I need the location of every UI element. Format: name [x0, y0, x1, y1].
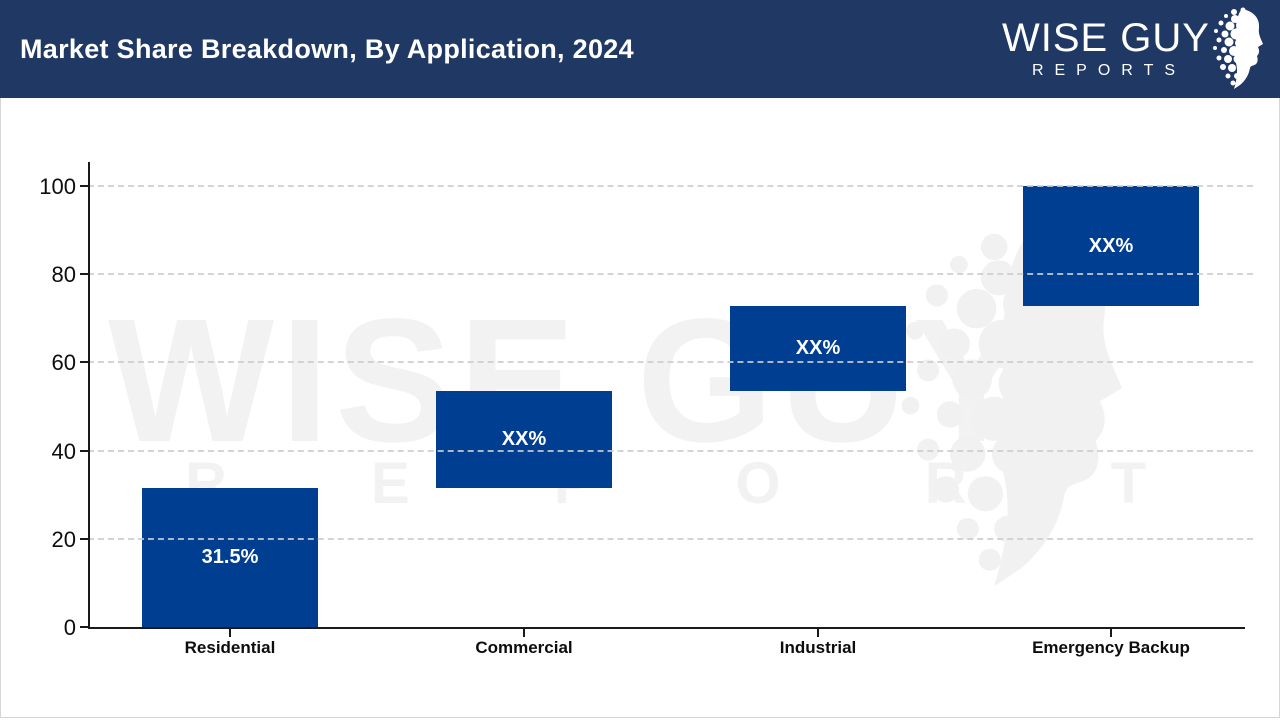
y-axis-label-100: 100 — [39, 174, 76, 199]
gridline-60 — [88, 361, 1253, 364]
x-axis-label-residential: Residential — [184, 638, 276, 657]
bar-residential: 31.5% — [142, 488, 318, 627]
x-tick-mark — [817, 629, 819, 637]
bar-value-label: 31.5% — [201, 546, 259, 569]
gridline-100 — [88, 185, 1253, 187]
gridline-40 — [88, 449, 1253, 452]
x-axis-label-commercial: Commercial — [475, 638, 573, 657]
y-axis-label-20: 20 — [51, 526, 76, 552]
bar-value-label: XX% — [501, 428, 547, 451]
y-tick-mark-80 — [80, 273, 88, 276]
x-tick-mark — [1110, 629, 1112, 637]
bar-value-label: XX% — [795, 337, 841, 360]
y-tick-mark-40 — [80, 449, 88, 452]
brand-face-icon — [1213, 7, 1263, 89]
y-tick-mark-100 — [80, 185, 88, 187]
y-axis-label-0: 0 — [63, 615, 76, 640]
y-axis-label-60: 60 — [51, 350, 76, 376]
gridline-20 — [88, 537, 1253, 540]
chart-title: Market Share Breakdown, By Application, … — [20, 33, 634, 64]
header-bar: Market Share Breakdown, By Application, … — [0, 0, 1280, 98]
bar-industrial: XX% — [730, 306, 906, 392]
x-tick-mark — [229, 629, 231, 637]
brand-logo: WISE GUY REPORTS — [1002, 7, 1280, 91]
x-tick-mark — [523, 629, 525, 637]
brand-name: WISE GUY — [1001, 16, 1210, 60]
x-axis-label-industrial: Industrial — [779, 638, 857, 657]
bar-emergency-backup: XX% — [1023, 186, 1199, 307]
x-axis-line — [88, 627, 1245, 629]
y-axis-label-80: 80 — [51, 262, 76, 288]
bar-commercial: XX% — [436, 391, 612, 489]
y-tick-mark-60 — [80, 361, 88, 364]
chart-area: WISE GUY R E P O R T S 0 20 40 60 80 100 31.5… — [0, 98, 1280, 718]
brand-subtitle: REPORTS — [1031, 62, 1187, 79]
brand-text: WISE GUY REPORTS — [1002, 18, 1210, 80]
y-axis-label-40: 40 — [51, 438, 76, 464]
y-axis-line — [88, 162, 90, 629]
bar-value-label: XX% — [1088, 234, 1134, 257]
y-tick-mark-0 — [80, 626, 88, 628]
gridline-80 — [88, 273, 1253, 276]
x-axis-label-emergency-backup: Emergency Backup — [1032, 638, 1190, 657]
y-tick-mark-20 — [80, 537, 88, 540]
